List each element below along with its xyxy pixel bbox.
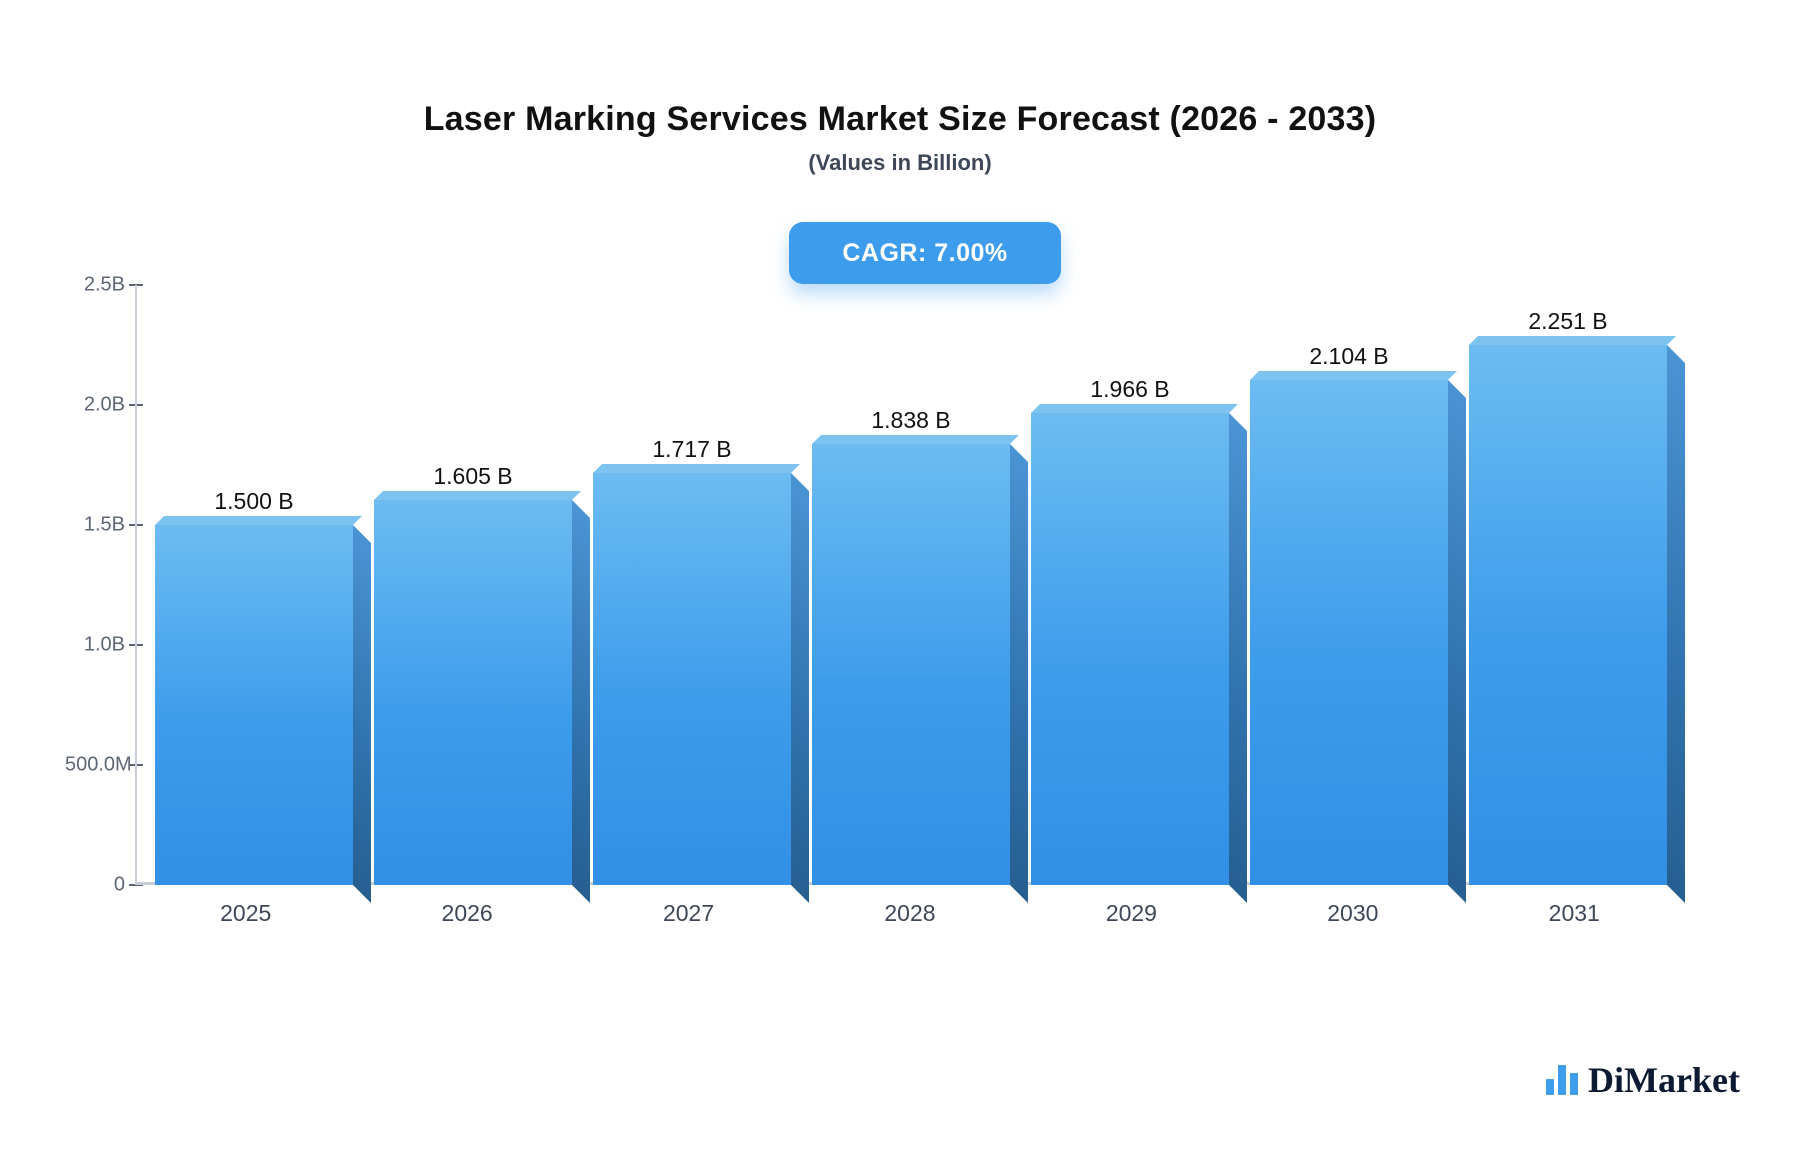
x-axis-label-2029: 2029 (1021, 900, 1242, 927)
chart-title: Laser Marking Services Market Size Forec… (0, 100, 1800, 139)
bar-value-2030: 2.104 B (1309, 343, 1388, 370)
cagr-badge: CAGR: 7.00% (789, 222, 1061, 284)
bar-2028[interactable]: 1.838 B (812, 444, 1010, 885)
logo-text: DiMarket (1588, 1059, 1740, 1101)
bar-2025[interactable]: 1.500 B (155, 525, 353, 885)
bar-value-2027: 1.717 B (652, 436, 731, 463)
bar-value-2025: 1.500 B (214, 488, 293, 515)
y-tick-500m: 500.0M (65, 754, 125, 777)
y-tick-2-5b: 2.5B (65, 274, 125, 297)
x-axis-labels: 2025 2026 2027 2028 2029 2030 2031 (135, 900, 1685, 927)
x-axis-label-2026: 2026 (356, 900, 577, 927)
bar-value-2026: 1.605 B (433, 463, 512, 490)
y-tick-1-5b: 1.5B (65, 514, 125, 537)
chart-container: Laser Marking Services Market Size Forec… (0, 0, 1800, 1156)
bar-2031[interactable]: 2.251 B (1469, 345, 1667, 885)
x-axis-label-2030: 2030 (1242, 900, 1463, 927)
x-axis-label-2028: 2028 (799, 900, 1020, 927)
x-axis-label-2025: 2025 (135, 900, 356, 927)
bar-2026[interactable]: 1.605 B (374, 500, 572, 885)
bar-value-2031: 2.251 B (1528, 308, 1607, 335)
y-tick-2b: 2.0B (65, 394, 125, 417)
bar-value-2028: 1.838 B (871, 407, 950, 434)
plot-area: 0 500.0M 1.0B 1.5B 2.0B 2.5B 1.500 B 1. (135, 285, 1685, 885)
cagr-badge-text: CAGR: 7.00% (842, 239, 1007, 268)
bar-2030[interactable]: 2.104 B (1250, 380, 1448, 885)
bar-value-2029: 1.966 B (1090, 376, 1169, 403)
y-tick-0: 0 (65, 874, 125, 897)
chart-subtitle: (Values in Billion) (0, 150, 1800, 176)
x-axis-label-2031: 2031 (1464, 900, 1685, 927)
bar-2027[interactable]: 1.717 B (593, 473, 791, 885)
y-axis-line (135, 285, 137, 885)
x-axis-label-2027: 2027 (578, 900, 799, 927)
dimarket-logo: DiMarket (1546, 1059, 1740, 1101)
y-tick-1b: 1.0B (65, 634, 125, 657)
bar-2029[interactable]: 1.966 B (1031, 413, 1229, 885)
logo-bars-icon (1546, 1065, 1578, 1095)
